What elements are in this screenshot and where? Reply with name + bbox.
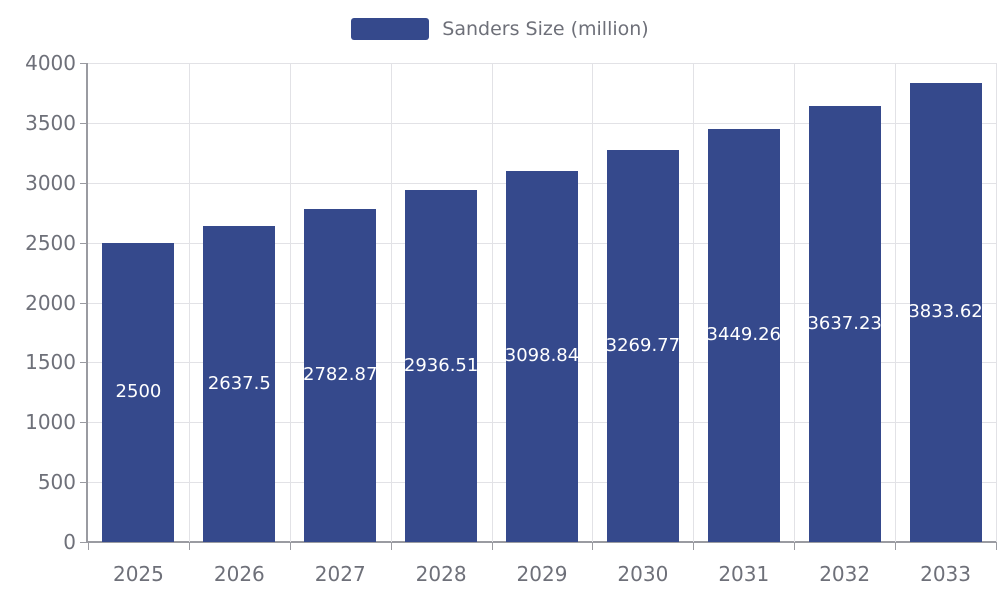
y-axis-tick bbox=[80, 362, 88, 364]
x-axis-tick-label: 2025 bbox=[112, 562, 164, 586]
bar-2030[interactable] bbox=[606, 150, 679, 542]
y-axis-tick-label: 3000 bbox=[25, 170, 76, 195]
x-axis-tick bbox=[895, 542, 897, 550]
x-axis-tick-label: 2032 bbox=[819, 562, 871, 586]
x-axis-tick bbox=[592, 542, 594, 550]
x-axis-tick-label: 2027 bbox=[314, 562, 366, 586]
legend-item[interactable]: Sanders Size (million) bbox=[0, 18, 1000, 40]
x-axis-tick-label: 2030 bbox=[617, 562, 669, 586]
x-axis-tick-label: 2031 bbox=[718, 562, 770, 586]
plot-area: 2500 2637.5 2782.87 2936.51 3098.84 3269.77 34… bbox=[88, 63, 997, 542]
bar-2028[interactable] bbox=[405, 190, 478, 542]
gridline-vertical bbox=[592, 63, 594, 542]
y-axis-tick-label: 3500 bbox=[25, 110, 76, 135]
x-axis-tick bbox=[188, 542, 190, 550]
y-axis-tick-label: 1500 bbox=[25, 350, 76, 375]
y-axis-tick bbox=[80, 302, 88, 304]
bar-2027[interactable] bbox=[304, 208, 377, 542]
gridline-vertical bbox=[289, 63, 291, 542]
gridline-vertical bbox=[491, 63, 493, 542]
gridline-vertical bbox=[996, 63, 997, 542]
y-axis-tick-label: 500 bbox=[37, 470, 76, 495]
y-axis-tick-label: 0 bbox=[63, 530, 76, 554]
x-axis-tick-label: 2033 bbox=[920, 562, 971, 586]
x-axis-line bbox=[86, 541, 996, 543]
legend-label: Sanders Size (million) bbox=[442, 18, 649, 40]
gridline-vertical bbox=[188, 63, 190, 542]
legend-swatch-icon bbox=[351, 18, 430, 40]
bar-2032[interactable] bbox=[808, 106, 881, 542]
y-axis-tick-label: 4000 bbox=[25, 51, 76, 75]
x-axis-tick bbox=[693, 542, 695, 550]
x-axis-tick-label: 2029 bbox=[516, 562, 568, 586]
gridline-vertical bbox=[693, 63, 695, 542]
x-axis-tick bbox=[491, 542, 493, 550]
y-axis-tick-label: 1000 bbox=[25, 410, 76, 435]
gridline-vertical bbox=[390, 63, 392, 542]
bar-2031[interactable] bbox=[707, 128, 780, 542]
y-axis-tick bbox=[80, 482, 88, 484]
gridline-vertical bbox=[794, 63, 796, 542]
y-axis-tick-label: 2000 bbox=[25, 290, 76, 315]
x-axis-tick bbox=[794, 542, 796, 550]
x-axis-tick bbox=[996, 542, 997, 550]
bar-2026[interactable] bbox=[203, 226, 276, 542]
y-axis-tick bbox=[80, 242, 88, 244]
bar-2029[interactable] bbox=[506, 170, 578, 542]
y-axis-tick-label: 2500 bbox=[25, 230, 76, 255]
gridline-vertical bbox=[895, 63, 897, 542]
bar-2033[interactable] bbox=[909, 82, 982, 542]
bar-2025[interactable] bbox=[102, 242, 175, 542]
y-axis-tick bbox=[80, 122, 88, 124]
x-axis-tick-label: 2028 bbox=[415, 562, 467, 586]
x-axis-tick bbox=[390, 542, 392, 550]
y-axis-tick bbox=[80, 182, 88, 184]
x-axis-tick bbox=[289, 542, 291, 550]
y-axis-tick bbox=[80, 422, 88, 424]
y-axis-tick bbox=[80, 63, 88, 64]
x-axis-tick-label: 2026 bbox=[213, 562, 265, 586]
gridline-horizontal bbox=[88, 63, 996, 64]
y-axis-tick bbox=[80, 542, 88, 543]
x-axis-tick bbox=[88, 542, 89, 550]
gridline-horizontal bbox=[88, 122, 996, 124]
